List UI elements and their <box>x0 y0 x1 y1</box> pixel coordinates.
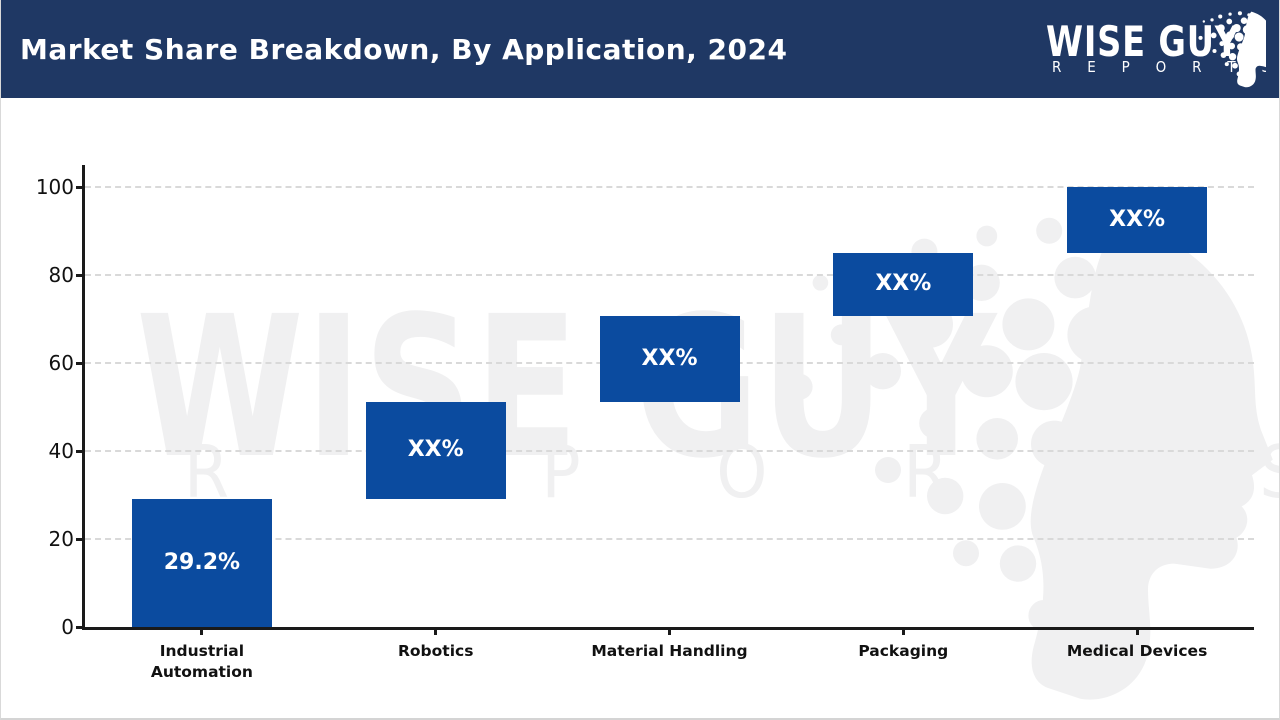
y-tick-mark-0 <box>76 626 85 629</box>
gridline-100 <box>85 186 1254 188</box>
header-bar: Market Share Breakdown, By Application, … <box>0 0 1280 98</box>
x-tick-mark-medical-devices <box>1135 627 1139 635</box>
logo-wordmark: WISE GUY <box>1046 17 1240 66</box>
gridline-40 <box>85 450 1254 452</box>
y-tick-label-60: 60 <box>48 351 74 375</box>
bar-value-label-medical-devices: XX% <box>1109 207 1166 232</box>
gridline-80 <box>85 274 1254 276</box>
logo-reports-text: R E P O R T S <box>1052 59 1266 76</box>
y-tick-label-0: 0 <box>61 615 74 639</box>
category-label-robotics: Robotics <box>397 642 474 660</box>
x-tick-mark-packaging <box>901 627 905 635</box>
bar-packaging <box>833 253 974 316</box>
y-tick-label-80: 80 <box>48 263 74 287</box>
bar-value-label-robotics: XX% <box>407 437 464 463</box>
bar-medical-devices <box>1067 187 1208 253</box>
category-label-medical-devices: Medical Devices <box>1066 642 1208 660</box>
bar-value-label-packaging: XX% <box>875 271 932 297</box>
x-tick-mark-material-handling <box>668 627 671 635</box>
page-title: Market Share Breakdown, By Application, … <box>20 32 788 66</box>
gridline-20 <box>85 538 1254 540</box>
wiseguy-logo: WISE GUY R E P O R T S <box>1046 11 1266 88</box>
y-axis-spine <box>82 165 85 630</box>
bar-material-handling <box>599 315 740 403</box>
category-label-packaging: Packaging <box>858 642 949 660</box>
y-tick-mark-60 <box>76 362 85 365</box>
y-tick-mark-100 <box>76 186 85 189</box>
y-tick-label-100: 100 <box>35 175 74 199</box>
y-tick-mark-40 <box>76 450 85 453</box>
category-label-industrial-automation: Industrial Automation <box>150 642 253 681</box>
x-axis-spine <box>82 627 1254 630</box>
x-tick-mark-robotics <box>434 627 438 635</box>
bar-industrial-automation <box>131 498 272 627</box>
y-tick-mark-20 <box>76 538 85 541</box>
bar-robotics <box>365 402 506 499</box>
y-tick-mark-80 <box>76 274 85 277</box>
y-tick-label-20: 20 <box>48 527 74 551</box>
bar-value-label-industrial-automation: 29.2% <box>163 549 241 575</box>
bar-value-label-material-handling: XX% <box>641 346 698 372</box>
y-tick-label-40: 40 <box>48 439 74 463</box>
category-label-material-handling: Material Handling <box>591 642 748 660</box>
x-tick-mark-industrial-automation <box>200 627 204 635</box>
